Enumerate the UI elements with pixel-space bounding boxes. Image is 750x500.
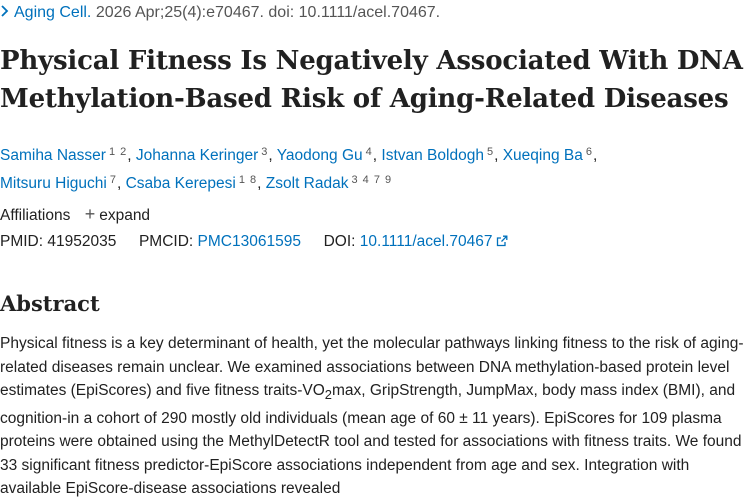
author-affil-refs[interactable]: 5 — [486, 146, 495, 158]
author-link[interactable]: Csaba Kerepesi — [125, 175, 236, 192]
author-link[interactable]: Istvan Boldogh — [381, 147, 484, 164]
author-item: Samiha Nasser 1 2 — [0, 146, 128, 164]
abstract-subscript: 2 — [324, 387, 332, 403]
author-link[interactable]: Zsolt Radak — [265, 175, 349, 192]
author-link[interactable]: Samiha Nasser — [0, 147, 106, 164]
author-affil-refs[interactable]: 1 8 — [238, 174, 258, 186]
author-affil-refs[interactable]: 1 2 — [108, 146, 128, 158]
author-item: Mitsuru Higuchi 7 — [0, 174, 117, 192]
expand-label: expand — [99, 207, 151, 224]
author-item: Yaodong Gu 4 — [276, 146, 373, 164]
author-item: Xueqing Ba 6 — [502, 146, 593, 164]
pmcid-link[interactable]: PMC13061595 — [197, 233, 301, 250]
author-link[interactable]: Yaodong Gu — [276, 147, 363, 164]
doi-value: 10.1111/acel.70467 — [359, 233, 493, 250]
identifiers-row: PMID: 41952035 PMCID: PMC13061595 DOI: 1… — [0, 232, 508, 253]
citation-details: 2026 Apr;25(4):e70467. doi: 10.1111/acel… — [95, 4, 441, 21]
affiliations-label: Affiliations — [0, 207, 71, 224]
abstract-part1: Physical fitness is a key determinant of… — [0, 335, 744, 399]
plus-icon: + — [84, 204, 96, 224]
author-affil-refs[interactable]: 7 — [109, 174, 117, 186]
doi-label: DOI: — [323, 233, 356, 250]
article-title: Physical Fitness Is Negatively Associate… — [0, 46, 743, 114]
author-item: Istvan Boldogh 5 — [381, 146, 495, 164]
affiliations-row: Affiliations + expand — [0, 204, 150, 226]
author-item: Zsolt Radak 3 4 7 9 — [265, 174, 393, 192]
author-item: Csaba Kerepesi 1 8 — [125, 174, 258, 192]
author-affil-refs[interactable]: 3 4 7 9 — [351, 174, 393, 186]
pmcid-label: PMCID: — [138, 233, 194, 250]
citation-line: Aging Cell. 2026 Apr;25(4):e70467. doi: … — [0, 3, 440, 23]
journal-link[interactable]: Aging Cell. — [14, 4, 92, 21]
external-link-icon — [496, 233, 508, 253]
expand-affiliations-button[interactable]: + expand — [84, 204, 151, 224]
chevron-right-icon[interactable] — [0, 3, 14, 23]
author-link[interactable]: Johanna Keringer — [135, 147, 259, 164]
abstract-part2: max, GripStrength, JumpMax, body mass in… — [0, 382, 742, 498]
pmid-label: PMID: — [0, 233, 44, 250]
author-affil-refs[interactable]: 6 — [585, 146, 593, 158]
doi-link[interactable]: 10.1111/acel.70467 — [360, 233, 508, 250]
author-link[interactable]: Xueqing Ba — [502, 147, 583, 164]
author-link[interactable]: Mitsuru Higuchi — [0, 175, 107, 192]
author-affil-refs[interactable]: 4 — [365, 146, 373, 158]
abstract-heading: Abstract — [0, 291, 100, 316]
author-list: Samiha Nasser 1 2, Johanna Keringer 3, Yao… — [0, 146, 598, 192]
author-affil-refs[interactable]: 3 — [261, 146, 269, 158]
pmid-value: 41952035 — [47, 233, 117, 250]
author-item: Johanna Keringer 3 — [135, 146, 269, 164]
abstract-text: Physical fitness is a key determinant of… — [0, 332, 748, 500]
